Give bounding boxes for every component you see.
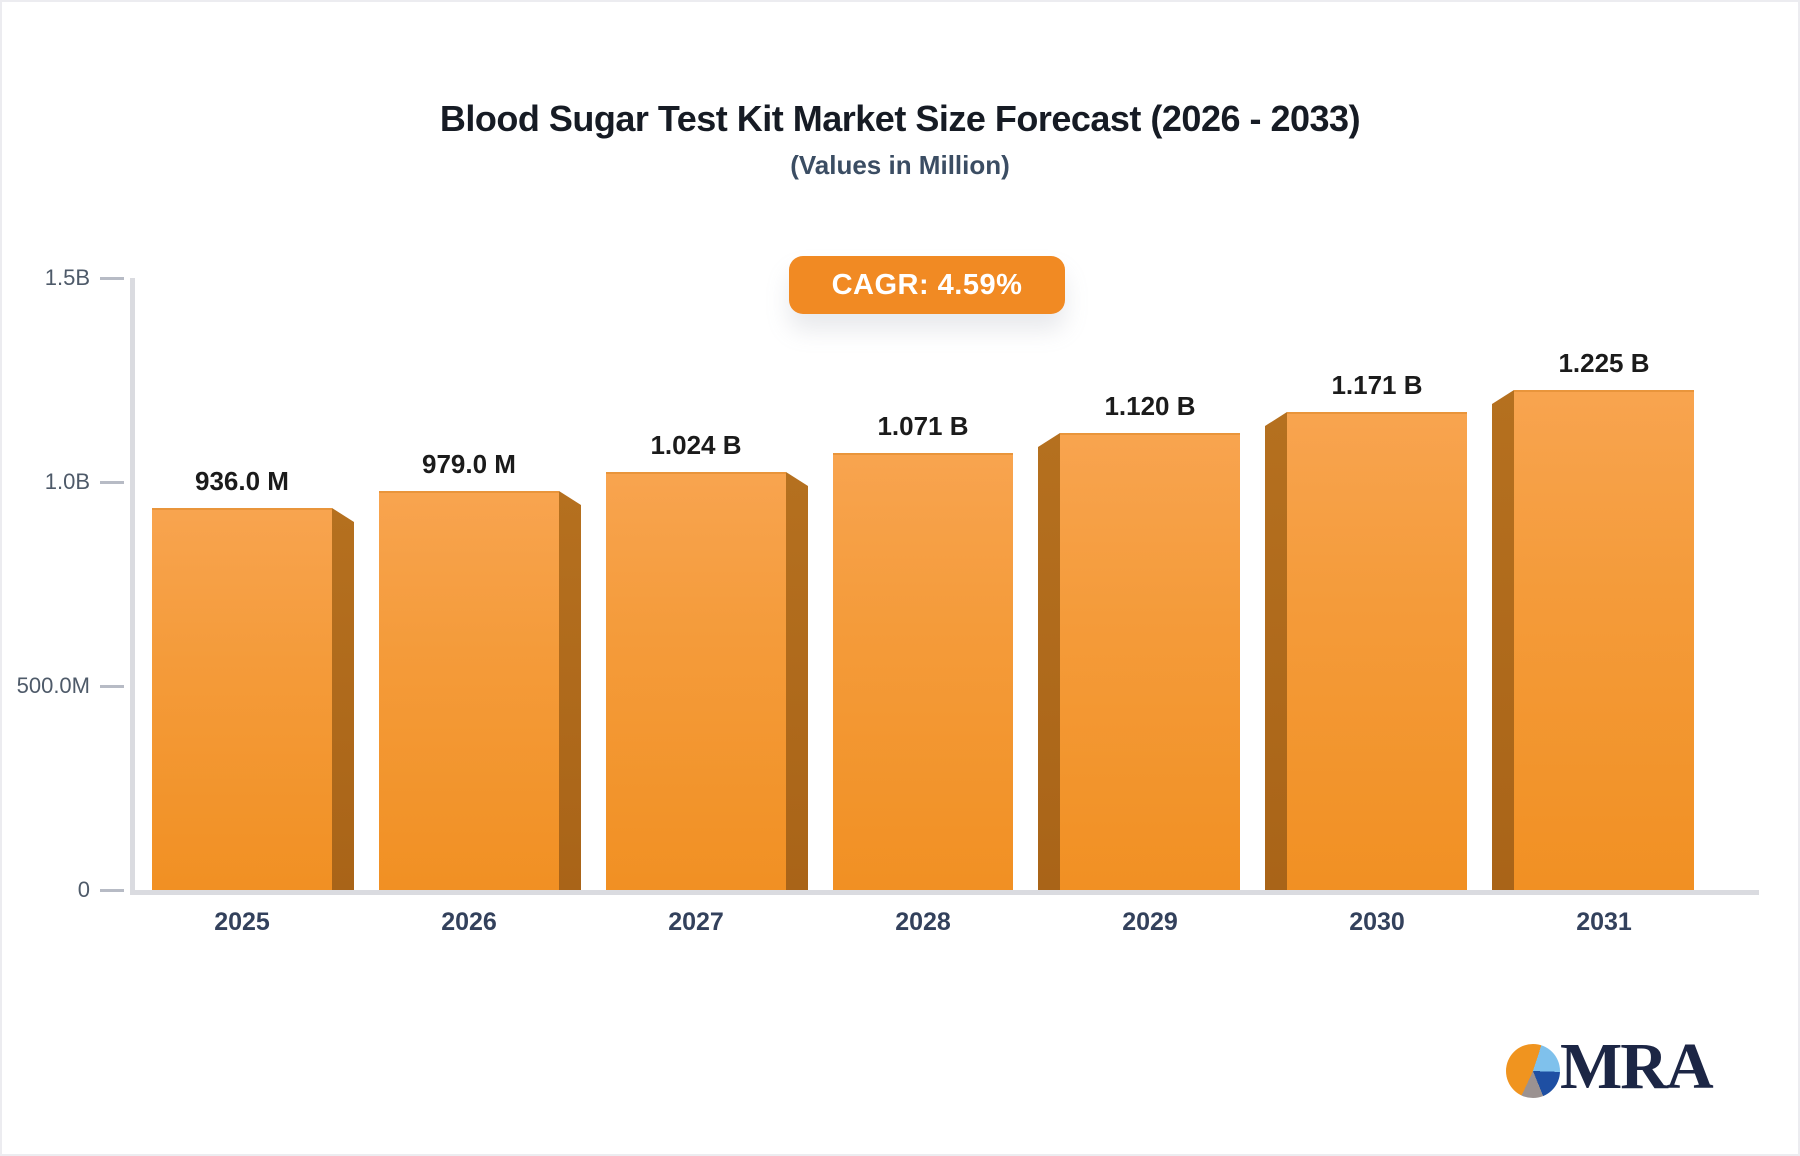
x-axis-label-2027: 2027	[668, 908, 724, 936]
pie-chart-logo-icon	[1506, 1044, 1560, 1098]
x-axis-label-2030: 2030	[1349, 908, 1405, 936]
bar-2027	[606, 472, 786, 890]
bar-3d-side-2027	[786, 472, 808, 890]
x-axis-label-2025: 2025	[214, 908, 270, 936]
x-axis-baseline	[130, 890, 1759, 895]
chart-title: Blood Sugar Test Kit Market Size Forecas…	[439, 98, 1361, 139]
bar-2026	[379, 491, 559, 890]
bar-3d-side-2029	[1038, 433, 1060, 890]
y-tick-mark-0	[100, 889, 124, 892]
bar-value-label-2026: 979.0 M	[422, 449, 516, 479]
y-tick-mark-1.5B	[100, 277, 124, 280]
bar-2028	[833, 453, 1013, 890]
x-axis-label-2026: 2026	[441, 908, 497, 936]
bar-value-label-2025: 936.0 M	[195, 466, 289, 496]
bar-3d-side-2030	[1265, 412, 1287, 890]
bar-value-label-2027: 1.024 B	[650, 430, 742, 460]
bar-2031	[1514, 390, 1694, 890]
y-tick-label-1.0B: 1.0B	[44, 469, 90, 494]
bar-value-label-2028: 1.071 B	[877, 411, 969, 441]
bar-3d-side-2026	[559, 491, 581, 890]
y-axis-line	[130, 278, 135, 895]
bar-value-label-2030: 1.171 B	[1331, 370, 1423, 400]
y-tick-mark-1.0B	[100, 481, 124, 484]
chart-subtitle: (Values in Million)	[790, 150, 1010, 180]
bar-value-label-2031: 1.225 B	[1558, 348, 1650, 378]
bar-2030	[1287, 412, 1467, 890]
y-tick-label-0: 0	[77, 877, 90, 902]
x-axis-label-2031: 2031	[1576, 908, 1632, 936]
y-tick-label-1.5B: 1.5B	[44, 265, 90, 290]
x-axis-label-2028: 2028	[895, 908, 951, 936]
mra-logo: MRA	[1506, 1030, 1714, 1103]
bar-value-label-2029: 1.120 B	[1104, 391, 1196, 421]
cagr-badge: CAGR: 4.59%	[789, 256, 1065, 314]
bar-3d-side-2031	[1492, 390, 1514, 890]
bar-2029	[1060, 433, 1240, 890]
y-tick-label-500.0M: 500.0M	[16, 673, 90, 698]
x-axis-label-2029: 2029	[1122, 908, 1178, 936]
bar-3d-side-2025	[332, 508, 354, 890]
bar-2025	[152, 508, 332, 890]
y-tick-mark-500.0M	[100, 685, 124, 688]
mra-logo-text: MRA	[1560, 1030, 1714, 1103]
